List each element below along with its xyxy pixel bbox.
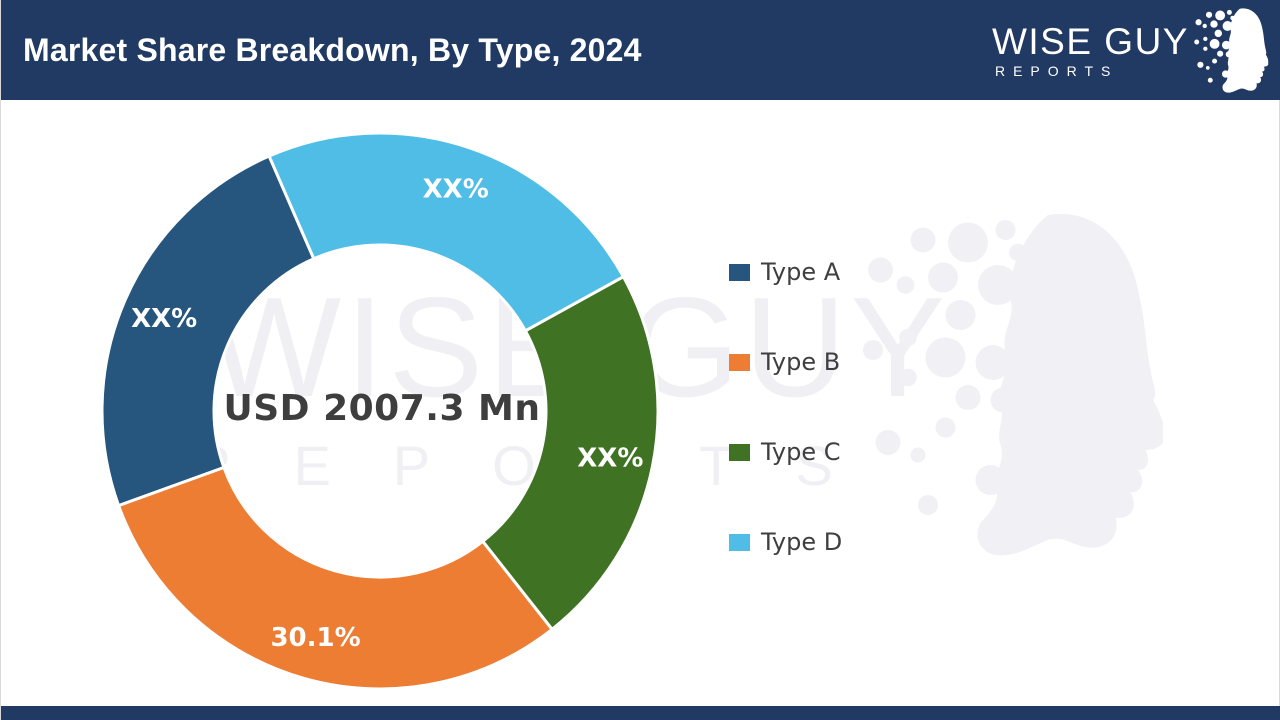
- legend-label-type-b: Type B: [761, 348, 841, 376]
- donut-slice-type-c: [481, 275, 660, 631]
- donut-chart: XX% 30.1% XX% XX%: [100, 131, 660, 691]
- chart-area: WISE GUY REPORTS XX%30.1%XX%XX% USD 2007…: [1, 100, 1280, 706]
- legend-item-type-b: Type B: [729, 347, 840, 377]
- logo-face-icon: [1191, 5, 1269, 95]
- legend-swatch-type-b: [729, 353, 750, 371]
- logo-subtitle: REPORTS: [994, 62, 1119, 79]
- legend-item-type-d: Type D: [729, 527, 842, 557]
- page-title: Market Share Breakdown, By Type, 2024: [23, 31, 642, 68]
- donut-slice-type-b: [117, 466, 554, 691]
- slice-label-type-d: XX%: [423, 175, 489, 205]
- slice-label-type-a: XX%: [131, 304, 197, 334]
- legend-label-type-d: Type D: [761, 528, 843, 556]
- footer-bar: [1, 706, 1280, 720]
- legend-swatch-type-c: [729, 443, 750, 461]
- legend-item-type-c: Type C: [729, 437, 841, 467]
- watermark-subtitle: REPORTS: [191, 438, 895, 494]
- slice-label-type-b: 30.1%: [270, 623, 360, 653]
- slice-label-type-c: XX%: [577, 444, 643, 474]
- header: Market Share Breakdown, By Type, 2024 WI…: [1, 0, 1280, 100]
- donut-slice-type-a: [100, 154, 316, 508]
- donut-slice-type-d: [267, 131, 625, 333]
- legend-swatch-type-a: [729, 263, 750, 281]
- wise-guy-logo: WISE GUY REPORTS: [992, 5, 1269, 95]
- legend-swatch-type-d: [729, 533, 750, 551]
- legend-label-type-a: Type A: [761, 258, 841, 286]
- chart-center-value: USD 2007.3 Mn: [223, 388, 541, 429]
- legend-label-type-c: Type C: [761, 438, 841, 466]
- logo-wordmark: WISE GUY: [991, 20, 1189, 62]
- legend-item-type-a: Type A: [729, 257, 840, 287]
